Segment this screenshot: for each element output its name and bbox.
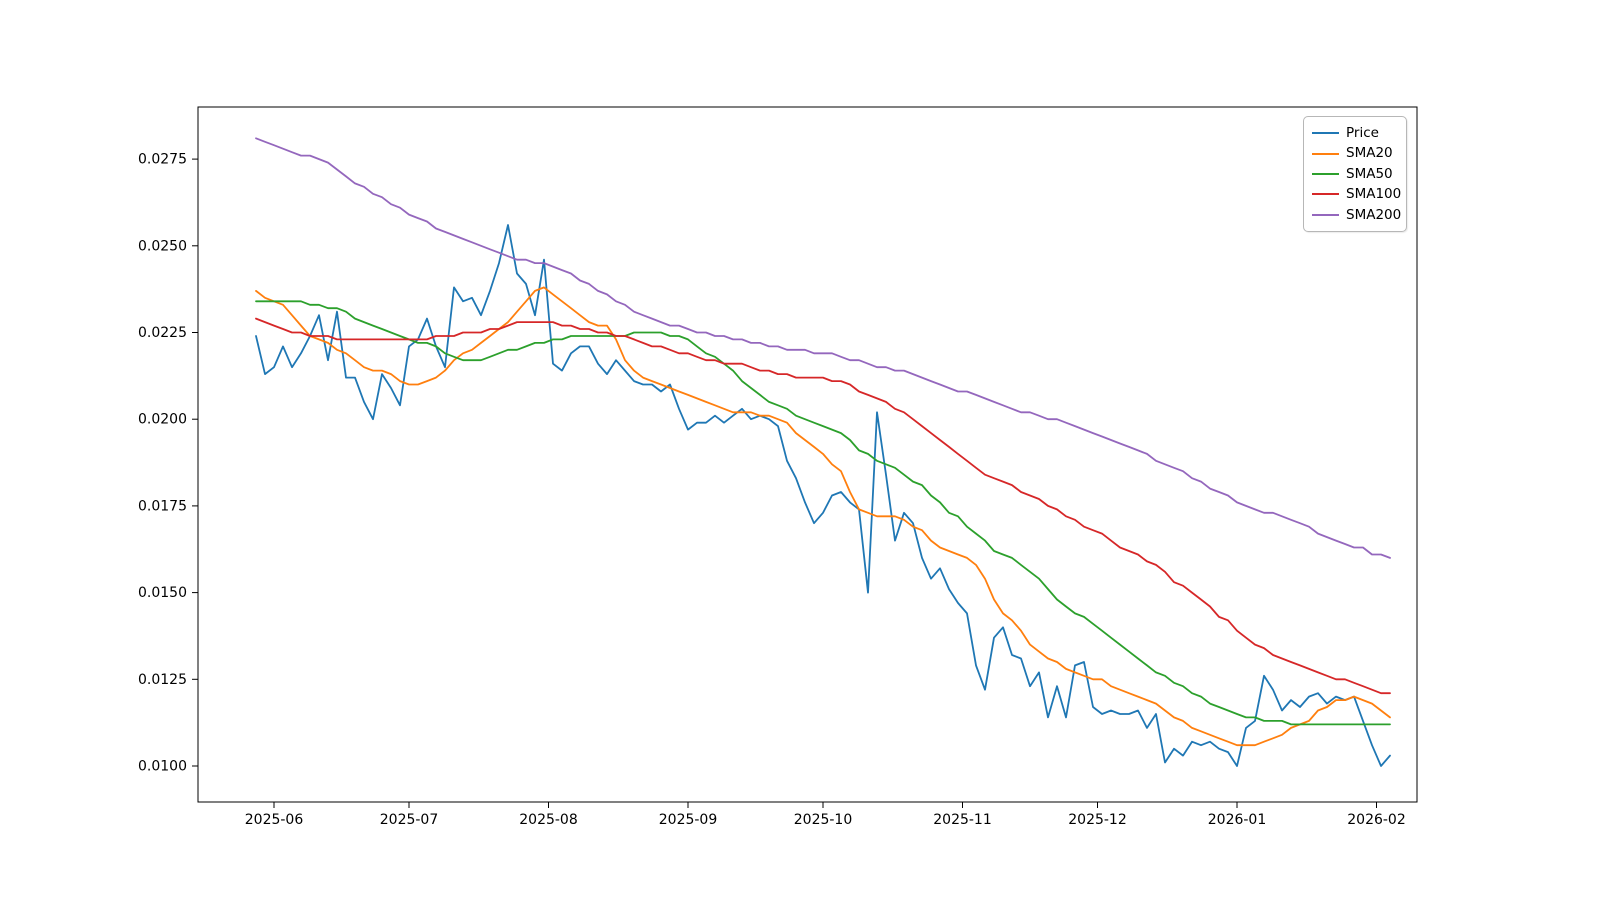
sma20-line <box>255 286 1391 747</box>
y-tick-label: 0.0250 <box>138 238 187 254</box>
data-series <box>255 137 1391 767</box>
x-tick-label: 2025-07 <box>380 812 439 828</box>
legend-label-sma50: SMA50 <box>1346 165 1393 182</box>
axes-frame <box>197 106 1418 803</box>
y-tick-label: 0.0125 <box>138 672 187 688</box>
y-tick-label: 0.0100 <box>138 759 187 775</box>
y-tick-label: 0.0175 <box>138 498 187 514</box>
legend-item-price: Price <box>1312 123 1398 143</box>
sma200-line-swatch <box>1312 213 1339 216</box>
x-tick-label: 2025-09 <box>659 812 718 828</box>
x-tick-label: 2025-08 <box>519 812 578 828</box>
legend: Price SMA20 SMA50 SMA100 SMA200 <box>1303 116 1407 232</box>
price-line <box>255 224 1391 767</box>
price-line-swatch <box>1312 132 1339 135</box>
x-tick-label: 2025-12 <box>1068 812 1127 828</box>
sma20-line-swatch <box>1312 152 1339 155</box>
legend-item-sma20: SMA20 <box>1312 143 1398 163</box>
sma100-line <box>255 317 1391 695</box>
axes: 0.0100 0.0125 0.0150 0.0175 0.0200 0.0225 0.02… <box>138 106 1418 828</box>
sma50-line-swatch <box>1312 172 1339 175</box>
legend-label-sma20: SMA20 <box>1346 145 1393 162</box>
y-tick-label: 0.0225 <box>138 325 187 341</box>
x-tick-label: 2025-06 <box>245 812 304 828</box>
legend-label-sma200: SMA200 <box>1346 206 1402 223</box>
sma200-line <box>255 137 1391 559</box>
legend-item-sma200: SMA200 <box>1312 205 1402 225</box>
x-tick-label: 2026-01 <box>1208 812 1267 828</box>
legend-label-sma100: SMA100 <box>1346 186 1402 203</box>
y-tick-label: 0.0150 <box>138 585 187 601</box>
y-tick-label: 0.0200 <box>138 412 187 428</box>
legend-item-sma100: SMA100 <box>1312 184 1402 204</box>
legend-item-sma50: SMA50 <box>1312 164 1398 184</box>
x-tick-label: 2025-10 <box>794 812 853 828</box>
sma100-line-swatch <box>1312 193 1339 196</box>
legend-label-price: Price <box>1346 125 1379 141</box>
y-tick-label: 0.0275 <box>138 152 187 168</box>
x-tick-label: 2025-11 <box>933 812 992 828</box>
sma50-line <box>255 300 1391 726</box>
x-tick-label: 2026-02 <box>1347 812 1406 828</box>
